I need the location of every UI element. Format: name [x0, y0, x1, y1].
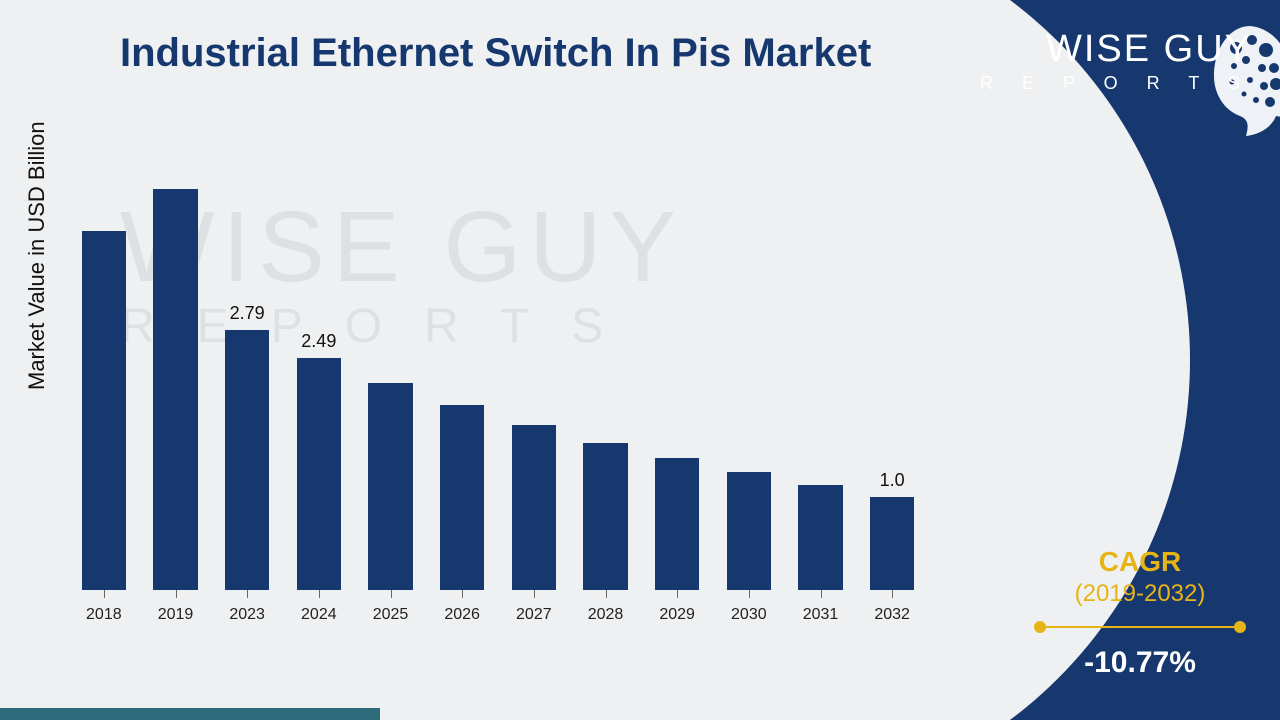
cagr-block: CAGR (2019-2032) -10.77%: [1000, 546, 1280, 680]
x-tick-label: 2032: [874, 606, 910, 624]
bar: [153, 189, 197, 590]
stage: WISE GUY R E P O R T S CAGR (2019-2032) …: [0, 0, 1280, 720]
bar-value-label: 1.0: [862, 470, 922, 491]
cagr-divider: [1040, 626, 1240, 628]
bar: [82, 231, 126, 590]
x-tick-label: 2030: [731, 606, 767, 624]
brand-line1: WISE GUY: [980, 28, 1252, 71]
right-sidebar: WISE GUY R E P O R T S CAGR (2019-2032) …: [970, 0, 1280, 720]
x-tick-label: 2023: [229, 606, 265, 624]
xtick-mark: [176, 590, 177, 598]
divider-dot-left: [1034, 621, 1046, 633]
bar: [368, 383, 412, 590]
bar-value-label: 2.49: [289, 331, 349, 352]
bar: [727, 472, 771, 590]
x-tick-label: 2019: [158, 606, 194, 624]
bar-chart: 2018 2019 2023 2.79 2024 2.49 2025 2026 2027 2028…: [68, 170, 928, 640]
xtick-mark: [892, 590, 893, 598]
x-tick-label: 2026: [444, 606, 480, 624]
x-tick-label: 2024: [301, 606, 337, 624]
bar: [870, 497, 914, 590]
footer-accent-bar: [0, 708, 380, 720]
bar: [655, 458, 699, 590]
cagr-range: (2019-2032): [1000, 580, 1280, 608]
bar: [225, 330, 269, 590]
x-tick-label: 2028: [588, 606, 624, 624]
bar: [440, 405, 484, 590]
bar: [512, 425, 556, 590]
bar-value-label: 2.79: [217, 303, 277, 324]
chart-area: WISE GUY REPORTS Industrial Ethernet Swi…: [0, 0, 970, 720]
bar: [297, 358, 341, 590]
brand-line2: R E P O R T S: [980, 73, 1252, 94]
cagr-label: CAGR: [1000, 546, 1280, 578]
xtick-mark: [247, 590, 248, 598]
x-tick-label: 2029: [659, 606, 695, 624]
bar: [583, 443, 627, 590]
divider-dot-right: [1234, 621, 1246, 633]
xtick-mark: [319, 590, 320, 598]
xtick-mark: [821, 590, 822, 598]
xtick-mark: [462, 590, 463, 598]
xtick-mark: [606, 590, 607, 598]
x-tick-label: 2025: [373, 606, 409, 624]
bar: [798, 485, 842, 590]
brand-logo-text: WISE GUY R E P O R T S: [980, 28, 1252, 94]
xtick-mark: [534, 590, 535, 598]
xtick-mark: [104, 590, 105, 598]
y-axis-label: Market Value in USD Billion: [24, 121, 50, 390]
chart-title: Industrial Ethernet Switch In Pis Market: [120, 30, 940, 76]
xtick-mark: [391, 590, 392, 598]
x-tick-label: 2018: [86, 606, 122, 624]
x-tick-label: 2031: [803, 606, 839, 624]
x-tick-label: 2027: [516, 606, 552, 624]
xtick-mark: [749, 590, 750, 598]
plot-region: 2018201920232.7920242.492025202620272028…: [68, 170, 928, 590]
cagr-value: -10.77%: [1000, 646, 1280, 680]
xtick-mark: [677, 590, 678, 598]
